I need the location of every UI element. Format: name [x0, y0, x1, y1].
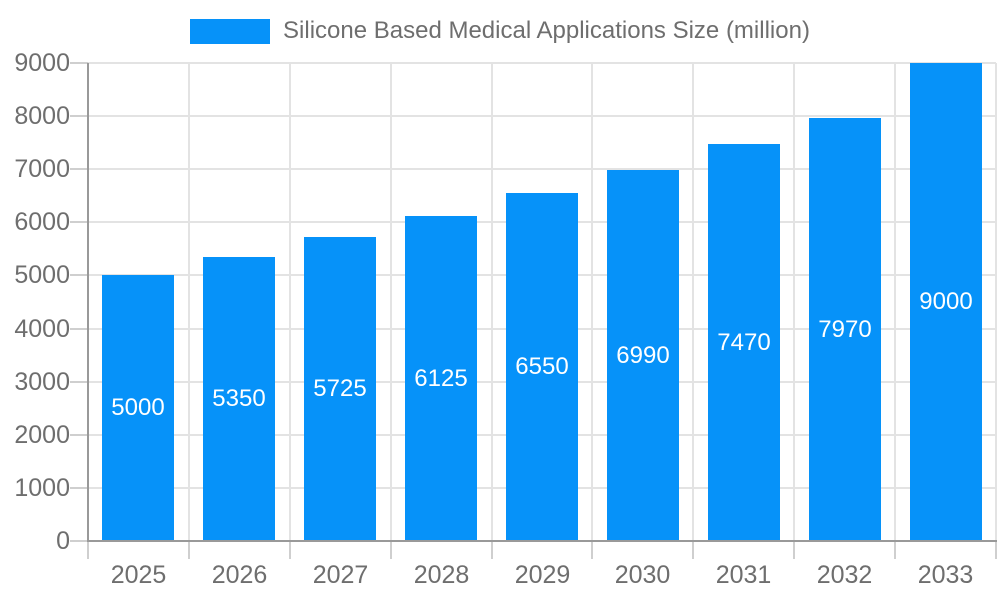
- bar-value-label: 6550: [515, 353, 569, 380]
- bar-2031[interactable]: 7470: [708, 144, 780, 541]
- x-tick-label-2033: 2033: [917, 561, 974, 589]
- x-axis-line: [87, 540, 997, 542]
- x-tick-label-2029: 2029: [514, 561, 571, 589]
- legend-swatch: [190, 18, 271, 44]
- y-tick: [70, 328, 88, 330]
- y-tick-label-0: 0: [56, 527, 70, 555]
- y-tick: [70, 381, 88, 383]
- x-tick-label-2031: 2031: [715, 561, 772, 589]
- x-tick: [87, 541, 89, 559]
- h-gridline: [88, 62, 996, 64]
- y-tick-label-3000: 3000: [14, 368, 70, 396]
- x-tick-label-2032: 2032: [816, 561, 873, 589]
- v-gridline: [995, 63, 997, 541]
- bar-2030[interactable]: 6990: [607, 170, 679, 541]
- v-gridline: [390, 63, 392, 541]
- y-tick-label-7000: 7000: [14, 155, 70, 183]
- bar-2033[interactable]: 9000: [910, 63, 982, 541]
- x-tick: [894, 541, 896, 559]
- y-tick-label-8000: 8000: [14, 102, 70, 130]
- y-tick: [70, 540, 88, 542]
- y-tick-label-9000: 9000: [14, 49, 70, 77]
- h-gridline: [88, 115, 996, 117]
- bar-2025[interactable]: 5000: [102, 275, 174, 541]
- y-axis-line: [87, 63, 89, 541]
- bar-value-label: 5725: [313, 375, 367, 402]
- y-tick-label-1000: 1000: [14, 474, 70, 502]
- bar-value-label: 6990: [616, 341, 670, 369]
- x-tick: [995, 541, 997, 559]
- bar-value-label: 5350: [212, 385, 266, 412]
- bar-2027[interactable]: 5725: [304, 237, 376, 541]
- y-tick-label-2000: 2000: [14, 421, 70, 449]
- v-gridline: [491, 63, 493, 541]
- bar-value-label: 7470: [717, 328, 771, 356]
- bar-value-label: 6125: [414, 364, 468, 392]
- v-gridline: [793, 63, 795, 541]
- legend-label: Silicone Based Medical Applications Size…: [283, 17, 810, 44]
- bar-2026[interactable]: 5350: [203, 257, 275, 541]
- y-tick: [70, 487, 88, 489]
- bar-2032[interactable]: 7970: [809, 118, 881, 541]
- y-tick-label-5000: 5000: [14, 261, 70, 289]
- v-gridline: [188, 63, 190, 541]
- y-tick: [70, 115, 88, 117]
- x-tick-label-2026: 2026: [211, 561, 268, 589]
- y-tick-label-6000: 6000: [14, 208, 70, 236]
- bar-2029[interactable]: 6550: [506, 193, 578, 541]
- x-tick: [390, 541, 392, 559]
- y-tick: [70, 168, 88, 170]
- x-tick-label-2027: 2027: [312, 561, 369, 589]
- bar-value-label: 7970: [818, 315, 872, 343]
- x-tick: [289, 541, 291, 559]
- bar-value-label: 5000: [111, 394, 165, 421]
- bar-value-label: 9000: [919, 288, 973, 315]
- y-tick: [70, 221, 88, 223]
- y-tick-label-4000: 4000: [14, 315, 70, 343]
- y-tick: [70, 274, 88, 276]
- legend[interactable]: Silicone Based Medical Applications Size…: [0, 17, 1000, 45]
- v-gridline: [894, 63, 896, 541]
- v-gridline: [692, 63, 694, 541]
- y-tick: [70, 434, 88, 436]
- x-tick-label-2028: 2028: [413, 561, 470, 589]
- x-tick: [188, 541, 190, 559]
- v-gridline: [591, 63, 593, 541]
- x-tick: [793, 541, 795, 559]
- x-tick: [591, 541, 593, 559]
- y-tick: [70, 62, 88, 64]
- v-gridline: [289, 63, 291, 541]
- bar-2028[interactable]: 6125: [405, 216, 477, 541]
- x-tick: [692, 541, 694, 559]
- x-tick: [491, 541, 493, 559]
- x-tick-label-2025: 2025: [110, 561, 167, 589]
- h-gridline: [88, 168, 996, 170]
- x-tick-label-2030: 2030: [614, 561, 671, 589]
